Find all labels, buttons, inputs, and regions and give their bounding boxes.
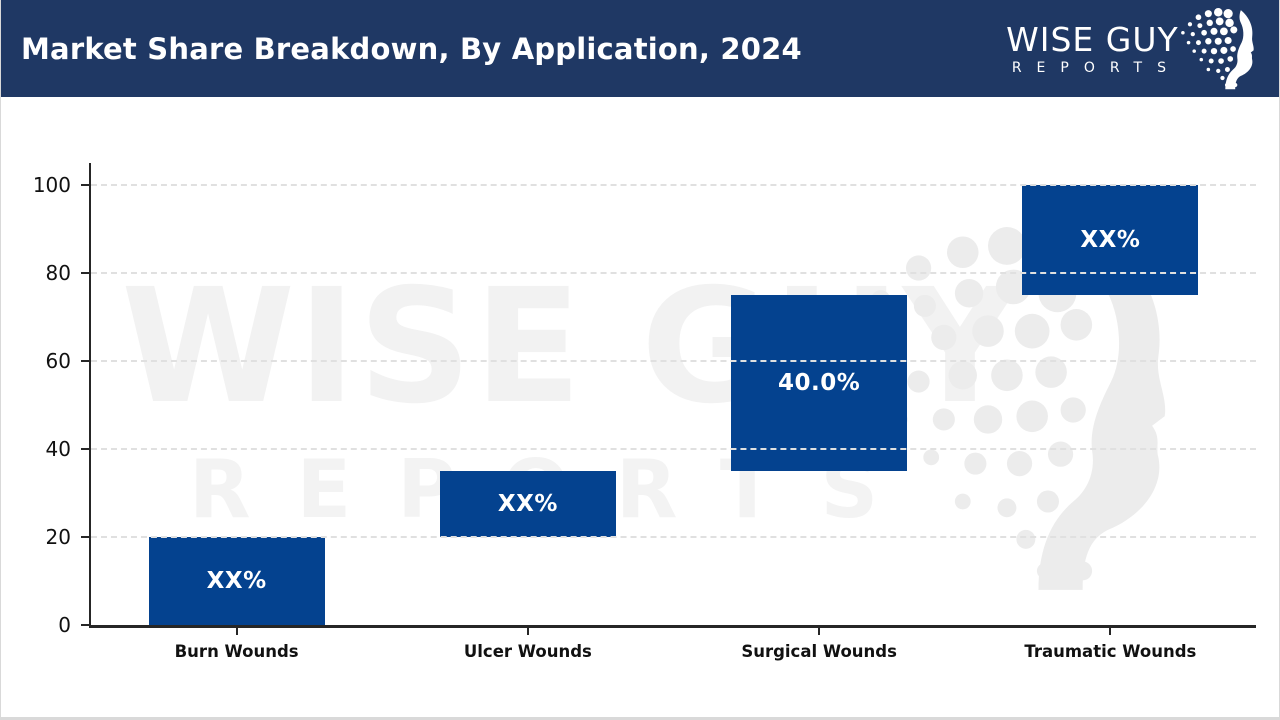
- y-tick-mark: [81, 272, 89, 274]
- gridline-y80: [91, 272, 1256, 274]
- x-tick-mark: [526, 628, 529, 635]
- y-tick-mark: [81, 624, 89, 626]
- y-tick-label: 60: [45, 349, 71, 373]
- bar-ulcer-wounds: XX%: [439, 471, 616, 537]
- x-category-label: Ulcer Wounds: [463, 642, 592, 661]
- bar-surgical-wounds: 40.0%: [731, 295, 908, 471]
- y-tick-label: 0: [58, 613, 71, 637]
- y-tick-mark: [81, 184, 89, 186]
- wise-guy-logo: WISE GUY REPORTS: [1004, 4, 1255, 94]
- page-title: Market Share Breakdown, By Application, …: [21, 31, 802, 66]
- y-tick-mark: [81, 360, 89, 362]
- header-band: Market Share Breakdown, By Application, …: [1, 0, 1279, 97]
- plot-area: XX% Burn Wounds XX% Ulcer Wounds 40.0% Surgic…: [33, 163, 1256, 661]
- bar-value-label: XX%: [497, 491, 558, 517]
- gridline-y40: [91, 448, 1256, 450]
- x-category-label: Burn Wounds: [174, 642, 299, 661]
- y-tick-label: 40: [45, 437, 71, 461]
- x-tick-mark: [1109, 628, 1112, 635]
- x-tick-mark: [818, 628, 821, 635]
- gridline-y20: [91, 536, 1256, 538]
- bar-value-label: 40.0%: [777, 370, 861, 396]
- bar-burn-wounds: XX%: [148, 537, 325, 625]
- gridline-y60: [91, 360, 1256, 362]
- dotted-head-icon: [1181, 7, 1254, 89]
- x-tick-mark: [235, 628, 238, 635]
- y-tick-label: 80: [45, 261, 71, 285]
- y-tick-label: 100: [32, 173, 71, 197]
- y-tick-label: 20: [45, 525, 71, 549]
- bar-traumatic-wounds: XX%: [1022, 185, 1199, 295]
- logo-subtitle: REPORTS: [1011, 59, 1181, 76]
- bar-value-label: XX%: [1080, 227, 1141, 253]
- x-category-label: Traumatic Wounds: [1024, 642, 1197, 661]
- y-tick-mark: [81, 448, 89, 450]
- x-category-label: Surgical Wounds: [741, 642, 897, 661]
- bar-value-label: XX%: [206, 568, 267, 594]
- logo-text: WISE GUY REPORTS: [1004, 23, 1181, 75]
- y-tick-mark: [81, 536, 89, 538]
- gridline-y100: [91, 184, 1256, 186]
- logo-wordmark: WISE GUY: [1006, 19, 1179, 59]
